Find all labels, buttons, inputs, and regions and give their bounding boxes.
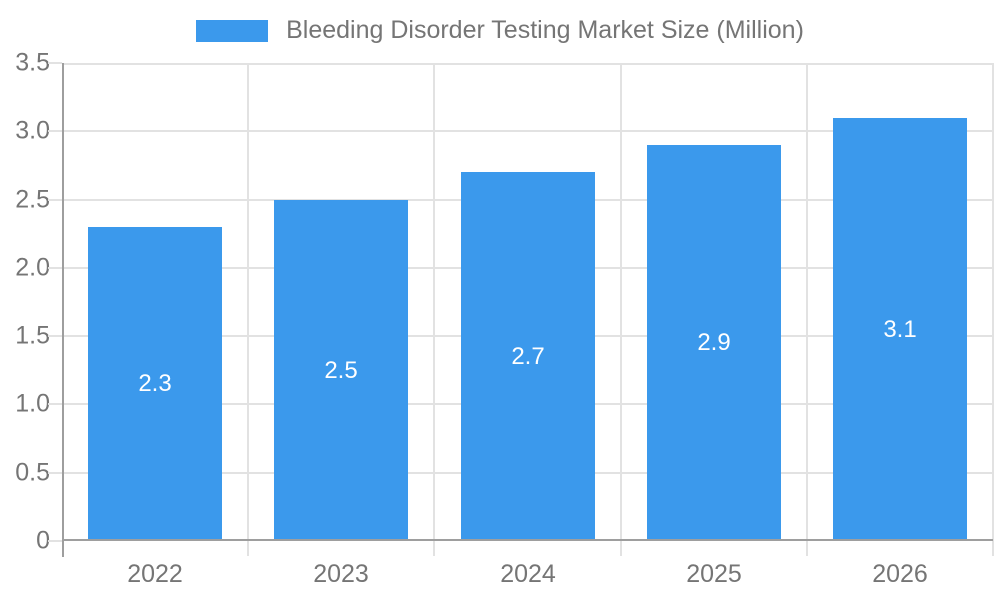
- bar-value-label: 2.3: [138, 370, 172, 397]
- bar[interactable]: 2.5: [274, 200, 408, 541]
- y-axis-line: [62, 63, 64, 557]
- bar-value-label: 2.7: [511, 342, 545, 370]
- y-axis-tick: [48, 199, 62, 201]
- gridline-vertical: [433, 63, 435, 541]
- x-axis-line: [62, 539, 993, 541]
- y-tick-label: 1.0: [15, 389, 50, 418]
- x-axis-tick: [620, 541, 622, 556]
- x-tick-label: 2025: [686, 560, 742, 588]
- x-tick-label: 2022: [127, 560, 183, 588]
- y-tick-label: 0.5: [15, 458, 50, 487]
- y-axis-tick: [48, 335, 62, 337]
- y-axis-tick: [48, 62, 62, 64]
- y-tick-label: 0: [36, 526, 50, 555]
- bar[interactable]: 2.9: [647, 145, 781, 541]
- legend-label[interactable]: Bleeding Disorder Testing Market Size (M…: [286, 16, 804, 44]
- y-axis-tick: [48, 472, 62, 474]
- x-axis-tick: [247, 541, 249, 556]
- bar[interactable]: 2.3: [88, 227, 222, 541]
- x-tick-label: 2024: [500, 560, 556, 588]
- y-axis-tick: [48, 403, 62, 405]
- bar-value-label: 2.5: [324, 356, 358, 384]
- y-axis-tick: [48, 267, 62, 269]
- bar[interactable]: 3.1: [833, 118, 967, 541]
- gridline-vertical: [806, 63, 808, 541]
- y-tick-label: 2.0: [15, 253, 50, 282]
- legend-swatch[interactable]: [196, 19, 269, 42]
- y-axis-tick: [48, 540, 62, 542]
- x-axis-tick: [433, 541, 435, 556]
- bar-value-label: 3.1: [883, 315, 917, 343]
- y-axis-tick: [48, 130, 62, 132]
- gridline-vertical: [620, 63, 622, 541]
- gridline-horizontal: [62, 130, 993, 132]
- x-tick-label: 2026: [872, 560, 928, 588]
- gridline-horizontal: [62, 63, 993, 65]
- y-tick-label: 3.5: [15, 48, 50, 77]
- bar[interactable]: 2.7: [461, 172, 595, 541]
- x-axis-tick: [806, 541, 808, 556]
- chart-legend[interactable]: Bleeding Disorder Testing Market Size (M…: [0, 16, 1000, 45]
- gridline-vertical: [247, 63, 249, 541]
- bar-value-label: 2.9: [697, 329, 731, 356]
- x-axis-tick: [992, 541, 994, 556]
- y-tick-label: 3.0: [15, 116, 50, 145]
- y-tick-label: 2.5: [15, 185, 50, 214]
- plot-area: 2.3 2.5 2.7 2.9 3.1: [62, 63, 994, 541]
- y-tick-label: 1.5: [15, 321, 50, 350]
- x-tick-label: 2023: [313, 560, 369, 588]
- gridline-vertical: [992, 63, 994, 541]
